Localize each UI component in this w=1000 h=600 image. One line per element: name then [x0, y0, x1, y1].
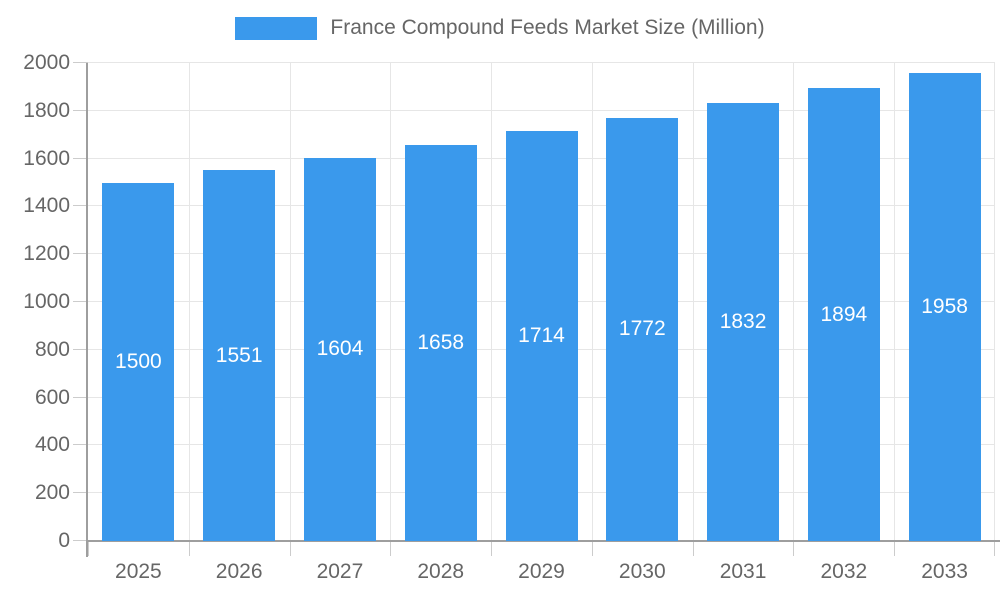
- bar-2026: [203, 170, 276, 541]
- y-axis-tick-label: 1600: [23, 146, 70, 170]
- y-axis-tick: [73, 492, 88, 494]
- x-axis-tick-label: 2032: [820, 560, 868, 583]
- bar-value-label: 1958: [921, 295, 968, 319]
- bar-value-label: 1894: [820, 302, 868, 326]
- x-gridline: [692, 63, 694, 541]
- bar-2031: [707, 103, 780, 541]
- x-axis-tick: [692, 541, 694, 556]
- y-axis-tick: [73, 444, 88, 446]
- bar-2025: [102, 182, 175, 541]
- y-axis-tick: [73, 62, 88, 63]
- y-axis-tick: [73, 109, 88, 111]
- y-axis-tick-label: 800: [34, 337, 70, 361]
- bar-2030: [606, 117, 679, 541]
- x-gridline: [793, 63, 795, 541]
- x-axis-tick-label: 2028: [417, 560, 465, 583]
- y-gridline: [88, 109, 995, 111]
- y-gridline: [88, 62, 995, 63]
- x-gridline: [591, 63, 593, 541]
- y-axis-tick: [73, 348, 88, 350]
- y-axis-tick-label: 1400: [23, 194, 70, 218]
- chart-legend-item[interactable]: France Compound Feeds Market Size (Milli…: [0, 16, 1000, 40]
- y-axis-tick-label: 1000: [23, 290, 70, 313]
- x-axis-tick-label: 2026: [215, 560, 263, 583]
- x-axis-tick: [289, 541, 291, 556]
- x-axis-tick-label: 2027: [316, 560, 364, 583]
- x-axis-tick: [894, 541, 896, 556]
- x-gridline: [491, 63, 493, 541]
- x-axis-tick: [591, 541, 593, 556]
- y-axis-tick: [73, 205, 88, 207]
- x-axis-line: [86, 540, 1000, 542]
- x-axis-tick-label: 2025: [115, 560, 162, 583]
- y-axis-tick-label: 1200: [23, 242, 70, 266]
- bar-value-label: 1832: [719, 310, 767, 334]
- bar-2029: [505, 131, 578, 541]
- x-axis-tick: [390, 541, 392, 556]
- y-axis-tick-label: 1800: [23, 98, 70, 122]
- bar-2028: [404, 144, 477, 541]
- x-gridline: [188, 63, 190, 541]
- x-axis-tick: [491, 541, 493, 556]
- bar-value-label: 1500: [115, 349, 162, 373]
- bar-value-label: 1714: [518, 324, 565, 348]
- bar-2033: [908, 73, 981, 541]
- y-axis-tick-label: 2000: [23, 51, 70, 74]
- x-gridline: [894, 63, 896, 541]
- x-axis-tick-label: 2033: [921, 560, 968, 583]
- x-gridline: [994, 63, 995, 541]
- x-gridline: [390, 63, 392, 541]
- x-axis-tick: [188, 541, 190, 556]
- y-axis-tick-label: 600: [34, 385, 70, 409]
- bar-value-label: 1658: [417, 330, 465, 354]
- bar-value-label: 1551: [215, 343, 263, 367]
- legend-swatch: [235, 16, 318, 40]
- x-axis-tick-label: 2031: [719, 560, 767, 583]
- y-axis-tick: [73, 253, 88, 255]
- x-axis-tick: [994, 541, 995, 556]
- x-axis-tick: [793, 541, 795, 556]
- bar-2032: [807, 88, 880, 541]
- x-axis-tick-label: 2030: [618, 560, 666, 583]
- y-axis-tick-label: 0: [58, 529, 70, 552]
- x-axis-tick: [88, 541, 89, 556]
- y-axis-tick-label: 200: [34, 481, 70, 505]
- x-gridline: [289, 63, 291, 541]
- bar-2027: [303, 157, 376, 541]
- y-axis-tick-label: 400: [34, 433, 70, 457]
- y-axis-tick: [73, 540, 88, 541]
- bar-value-label: 1772: [618, 317, 666, 341]
- legend-label: France Compound Feeds Market Size (Milli…: [330, 16, 765, 39]
- bar-value-label: 1604: [316, 337, 364, 361]
- x-axis-tick-label: 2029: [518, 560, 565, 583]
- y-axis-tick: [73, 301, 88, 302]
- y-axis-tick: [73, 157, 88, 159]
- y-axis-line: [86, 63, 88, 557]
- y-axis-tick: [73, 396, 88, 398]
- plot-area: 0 200 400 600 800 1000 1200 1400 1600 1800 2000 202…: [23, 51, 1000, 583]
